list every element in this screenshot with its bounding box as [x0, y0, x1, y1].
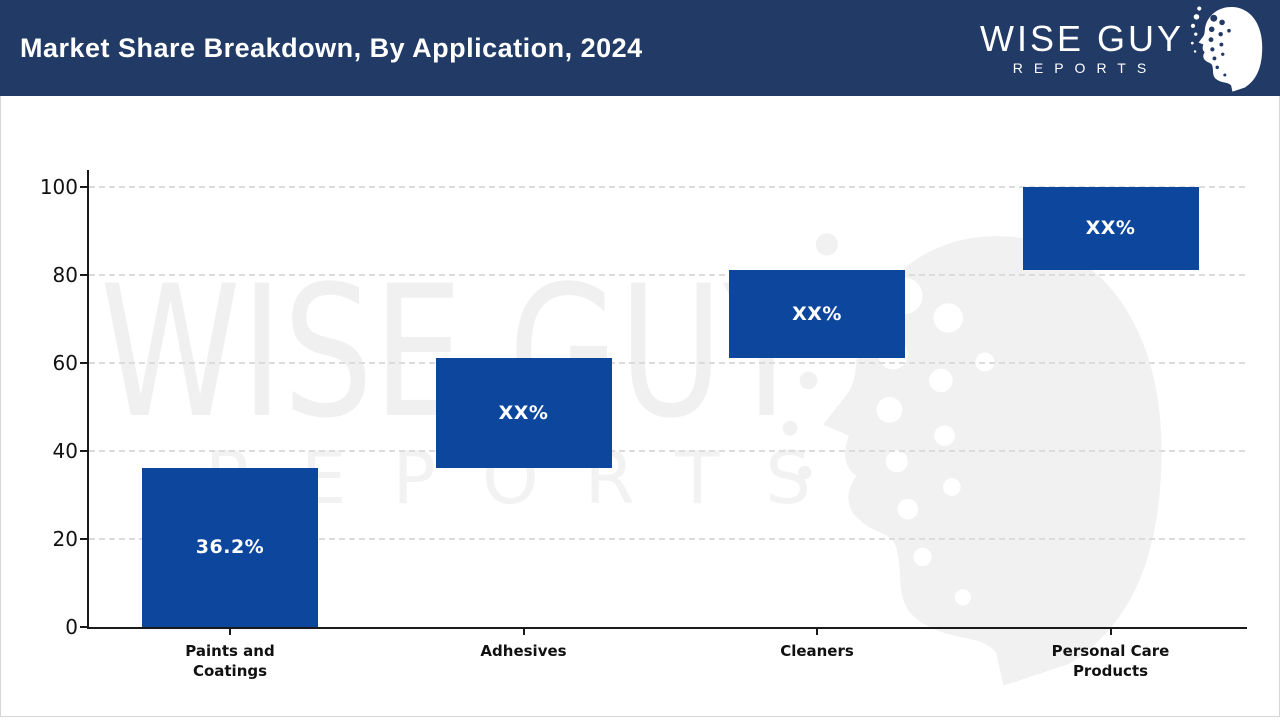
- gridline-80: [89, 274, 1245, 276]
- y-tick-mark: [80, 450, 87, 452]
- y-tick-mark: [80, 538, 87, 540]
- x-tick-mark: [522, 629, 525, 635]
- x-tick-mark: [816, 629, 818, 635]
- bar-segment: XX%: [729, 269, 905, 358]
- gridline-40: [89, 450, 1245, 452]
- gridline-20: [89, 538, 1245, 540]
- bar-value-label: XX%: [498, 401, 549, 424]
- page-title: Market Share Breakdown, By Application, …: [20, 32, 643, 63]
- y-tick-label: 80: [52, 263, 78, 287]
- y-tick-label: 40: [52, 439, 78, 463]
- category-label: Paints and Coatings: [185, 642, 275, 681]
- y-tick-mark: [80, 626, 87, 628]
- brand-subtitle: REPORTS: [1012, 60, 1158, 76]
- bar-segment: XX%: [435, 357, 612, 468]
- brand-logo: WISE GUY REPORTS: [980, 3, 1270, 93]
- y-tick-mark: [80, 274, 87, 276]
- bar-segment: 36.2%: [142, 467, 318, 627]
- x-tick-mark: [1109, 629, 1112, 635]
- y-tick-label: 20: [52, 527, 78, 551]
- bar-value-label: XX%: [792, 302, 842, 325]
- bar-value-label: 36.2%: [195, 536, 265, 559]
- y-axis-line: [87, 170, 89, 629]
- gridline-100: [89, 186, 1245, 188]
- category-label: Adhesives: [480, 642, 567, 660]
- bar-segment: XX%: [1022, 187, 1199, 270]
- y-tick-mark: [80, 186, 87, 188]
- brand-logo-text: WISE GUY REPORTS: [979, 18, 1184, 76]
- x-axis-line: [87, 627, 1247, 629]
- category-label: Personal Care Products: [1051, 642, 1170, 681]
- y-tick-label: 60: [52, 351, 78, 375]
- wise-guy-head-icon: [1190, 6, 1263, 92]
- bar-value-label: XX%: [1085, 217, 1136, 240]
- category-label: Cleaners: [780, 642, 854, 660]
- brand-name: WISE GUY: [979, 18, 1184, 59]
- y-tick-mark: [80, 362, 87, 364]
- header-bar: Market Share Breakdown, By Application, …: [0, 0, 1280, 96]
- x-tick-mark: [229, 629, 231, 635]
- gridline-60: [89, 362, 1245, 364]
- y-tick-label: 100: [39, 175, 78, 199]
- y-tick-label: 0: [65, 615, 78, 639]
